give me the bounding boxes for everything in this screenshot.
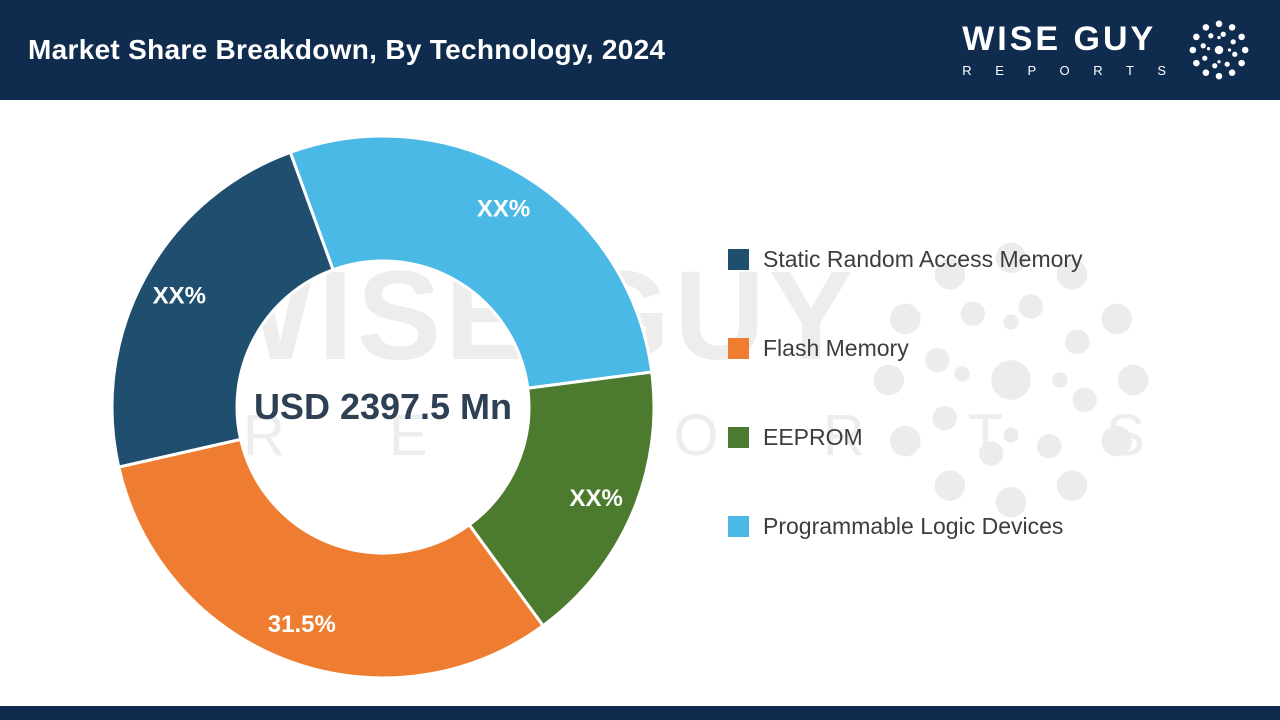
wiseguy-face-icon [1189,20,1249,80]
donut-chart: XX% XX% 31.5% XX% USD 2397.5 Mn [108,132,658,682]
segment-label-eeprom: XX% [570,485,623,512]
legend-item-pld: Programmable Logic Devices [728,513,1083,540]
legend-label-eeprom: EEPROM [763,424,863,450]
legend-label-sram: Static Random Access Memory [763,246,1083,272]
segment-label-flash-memory: 31.5% [268,611,336,638]
legend-item-eeprom: EEPROM [728,424,1083,451]
segment-label-sram: XX% [153,282,206,309]
wiseguy-logo: WISE GUY R E P O R T S [962,14,1252,86]
header-bar: Market Share Breakdown, By Technology, 2… [0,0,1280,100]
footer-bar [0,706,1280,720]
chart-legend: Static Random Access Memory Flash Memory… [728,246,1083,540]
chart-area: WISE GUY R E P O R T S XX% XX% 31.5% XX% US… [0,100,1280,706]
donut-segment-eeprom [467,370,656,628]
legend-swatch-pld [728,516,749,537]
logo-subtext: R E P O R T S [962,63,1176,78]
segment-label-pld: XX% [477,195,530,222]
legend-swatch-sram [728,249,749,270]
logo-wordmark: WISE GUY R E P O R T S [962,22,1176,78]
legend-item-flash-memory: Flash Memory [728,335,1083,362]
legend-label-pld: Programmable Logic Devices [763,513,1064,539]
donut-segment-pld [288,134,654,390]
legend-item-sram: Static Random Access Memory [728,246,1083,273]
legend-swatch-eeprom [728,427,749,448]
page-title: Market Share Breakdown, By Technology, 2… [28,34,666,65]
donut-segment-sram [110,150,335,469]
donut-svg: XX% XX% 31.5% XX% [110,134,656,680]
donut-segment-flash-memory [116,437,546,680]
legend-label-flash-memory: Flash Memory [763,335,909,361]
logo-name: WISE GUY [962,20,1157,58]
legend-swatch-flash-memory [728,338,749,359]
